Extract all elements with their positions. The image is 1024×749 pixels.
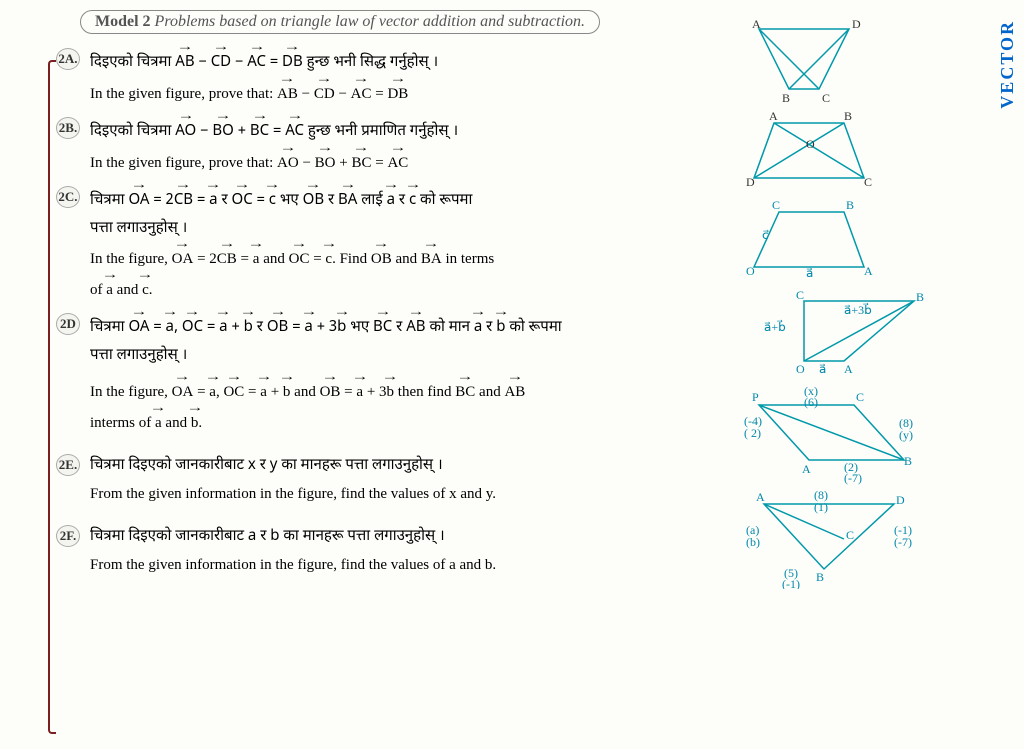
svg-text:(6): (6)	[804, 395, 818, 409]
figure-2e: PC AB (-4)( 2) (x)(6) (8)(y) (2)(-7)	[744, 385, 914, 485]
svg-text:a⃗: a⃗	[819, 362, 826, 376]
svg-text:C: C	[864, 175, 872, 189]
svg-text:(-7): (-7)	[844, 471, 862, 485]
svg-text:A: A	[802, 462, 811, 476]
svg-text:O: O	[806, 137, 815, 151]
qnum-2b: 2B.	[56, 117, 80, 139]
q2e-nepali: चित्रमा दिइएको जानकारीबाट x र y का मानहर…	[90, 454, 810, 480]
svg-text:(y): (y)	[899, 428, 913, 442]
model-desc: Problems based on triangle law of vector…	[155, 13, 586, 30]
svg-text:C: C	[856, 390, 864, 404]
q2c-english2: of a and c.	[90, 275, 810, 304]
svg-text:B: B	[782, 91, 790, 104]
q2e-english: From the given information in the figure…	[90, 482, 810, 508]
svg-text:D: D	[746, 175, 755, 189]
question-2b: 2B. दिइएको चित्रमा AO − BO + BC = AC हुन…	[60, 117, 810, 176]
svg-text:A: A	[769, 109, 778, 123]
svg-text:(1): (1)	[814, 500, 828, 514]
q2d-nepali2: पत्ता लगाउनुहोस् ।	[90, 344, 810, 370]
question-2a: 2A. दिइएको चित्रमा AB − CD − AC = DB हुन…	[60, 48, 810, 107]
model-header: Model 2 Problems based on triangle law o…	[80, 10, 600, 34]
qnum-2e: 2E.	[56, 454, 80, 476]
svg-text:a⃗: a⃗	[806, 266, 813, 280]
svg-text:C: C	[822, 91, 830, 104]
figure-2b: A B D C O	[744, 108, 874, 193]
svg-text:B: B	[844, 109, 852, 123]
q2f-english: From the given information in the figure…	[90, 553, 810, 579]
q2c-nepali2: पत्ता लगाउनुहोस् ।	[90, 217, 810, 243]
q2f-nepali: चित्रमा दिइएको जानकारीबाट a र b का मानहर…	[90, 525, 810, 551]
svg-text:O: O	[746, 264, 755, 278]
page-content: Model 2 Problems based on triangle law o…	[0, 0, 1024, 598]
question-2f: 2F. चित्रमा दिइएको जानकारीबाट a र b का म…	[60, 525, 810, 578]
svg-text:(b): (b)	[746, 535, 760, 549]
q2a-nepali: दिइएको चित्रमा AB − CD − AC = DB हुन्छ भ…	[90, 48, 810, 77]
svg-text:A: A	[752, 17, 761, 31]
svg-text:B: B	[904, 454, 912, 468]
svg-text:P: P	[752, 390, 759, 404]
figures-column: AD BC AB DC O CB OA c⃗a⃗	[744, 10, 964, 593]
q2c-nepali1: चित्रमा OA = 2CB = a र OC = c भए OB र BA…	[90, 186, 810, 215]
figure-2f: AD BC (a)(b) (8)(1) (-1)(-7) (5)(-1)	[744, 489, 914, 589]
figure-2a: A D B C	[744, 14, 864, 104]
question-2e: 2E. चित्रमा दिइएको जानकारीबाट x र y का म…	[60, 454, 810, 507]
question-2c: 2C. चित्रमा OA = 2CB = a र OC = c भए OB …	[60, 186, 810, 303]
svg-text:a⃗+b⃗: a⃗+b⃗	[764, 319, 786, 334]
q2b-english: In the given figure, prove that: AO − BO…	[90, 148, 810, 177]
q2a-english: In the given figure, prove that: AB − CD…	[90, 79, 810, 108]
model-num: Model 2	[95, 13, 151, 30]
svg-text:D: D	[852, 17, 861, 31]
question-2d: 2D चित्रमा OA = a, OC = a + b र OB = a +…	[60, 313, 810, 436]
svg-text:C: C	[846, 528, 854, 542]
svg-text:A: A	[864, 264, 873, 278]
figure-2c: C B O A c⃗ a⃗	[744, 197, 874, 282]
svg-text:B: B	[916, 290, 924, 304]
svg-text:C: C	[796, 288, 804, 302]
q2d-english2: interms of a and b.	[90, 408, 810, 437]
svg-text:A: A	[844, 362, 853, 376]
svg-text:B: B	[816, 570, 824, 584]
svg-text:C: C	[772, 198, 780, 212]
qnum-2a: 2A.	[56, 48, 80, 70]
qnum-2d: 2D	[56, 313, 80, 335]
qnum-2f: 2F.	[56, 525, 80, 547]
svg-text:c⃗: c⃗	[762, 228, 769, 242]
svg-text:A: A	[756, 490, 765, 504]
svg-text:O: O	[796, 362, 805, 376]
svg-text:D: D	[896, 493, 905, 507]
q2b-nepali: दिइएको चित्रमा AO − BO + BC = AC हुन्छ भ…	[90, 117, 810, 146]
svg-text:(-1): (-1)	[782, 577, 800, 589]
qnum-2c: 2C.	[56, 186, 80, 208]
left-bracket	[48, 60, 56, 734]
q2c-english1: In the figure, OA = 2CB = a and OC = c. …	[90, 244, 810, 273]
svg-text:(-7): (-7)	[894, 535, 912, 549]
figure-2d: O A C B a⃗ a⃗+b⃗ a⃗+3b⃗	[744, 286, 924, 381]
svg-text:a⃗+3b⃗: a⃗+3b⃗	[844, 302, 872, 317]
q2d-nepali1: चित्रमा OA = a, OC = a + b र OB = a + 3b…	[90, 313, 810, 342]
svg-text:B: B	[846, 198, 854, 212]
svg-text:( 2): ( 2)	[744, 426, 761, 440]
